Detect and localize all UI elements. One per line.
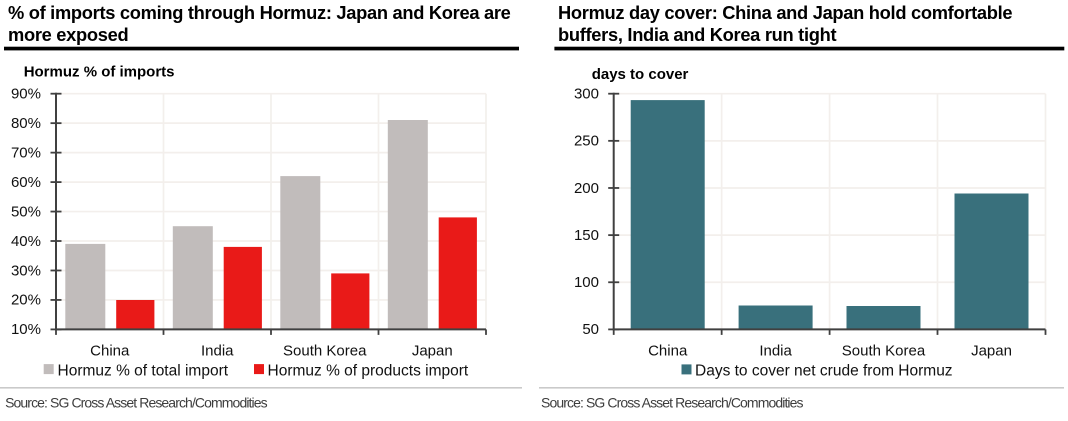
svg-text:China: China: [90, 342, 130, 359]
svg-text:Hormuz % of total import: Hormuz % of total import: [58, 362, 229, 379]
svg-text:% of imports coming through Ho: % of imports coming through Hormuz: Japa…: [8, 2, 511, 23]
svg-text:India: India: [759, 342, 792, 359]
svg-text:200: 200: [574, 180, 599, 197]
svg-text:Hormuz % of products import: Hormuz % of products import: [268, 362, 469, 379]
svg-text:Days to cover net crude from H: Days to cover net crude from Hormuz: [695, 362, 953, 379]
svg-text:Japan: Japan: [412, 342, 453, 359]
svg-text:China: China: [648, 342, 688, 359]
svg-text:300: 300: [574, 86, 599, 103]
svg-text:more exposed: more exposed: [8, 24, 128, 45]
svg-text:20%: 20%: [11, 292, 41, 309]
svg-text:Source: SG Cross Asset Researc: Source: SG Cross Asset Research/Commodit…: [541, 395, 804, 411]
svg-text:Hormuz day cover: China and Ja: Hormuz day cover: China and Japan hold c…: [558, 2, 1012, 23]
svg-text:150: 150: [574, 227, 599, 244]
svg-text:60%: 60%: [11, 174, 41, 191]
svg-text:Hormuz % of imports: Hormuz % of imports: [24, 64, 175, 81]
svg-text:50: 50: [582, 321, 599, 338]
svg-text:90%: 90%: [11, 86, 41, 103]
svg-text:10%: 10%: [11, 321, 41, 338]
svg-text:70%: 70%: [11, 144, 41, 161]
svg-text:Source: SG Cross Asset Researc: Source: SG Cross Asset Research/Commodit…: [5, 395, 268, 411]
svg-text:40%: 40%: [11, 233, 41, 250]
svg-text:80%: 80%: [11, 115, 41, 132]
svg-text:250: 250: [574, 133, 599, 150]
svg-text:South Korea: South Korea: [283, 342, 367, 359]
svg-text:buffers, India and Korea run t: buffers, India and Korea run tight: [558, 24, 836, 45]
svg-text:50%: 50%: [11, 203, 41, 220]
svg-text:30%: 30%: [11, 262, 41, 279]
svg-text:days to cover: days to cover: [592, 66, 689, 83]
svg-text:India: India: [201, 342, 234, 359]
svg-text:100: 100: [574, 274, 599, 291]
svg-text:South Korea: South Korea: [842, 342, 926, 359]
svg-text:Japan: Japan: [971, 342, 1012, 359]
